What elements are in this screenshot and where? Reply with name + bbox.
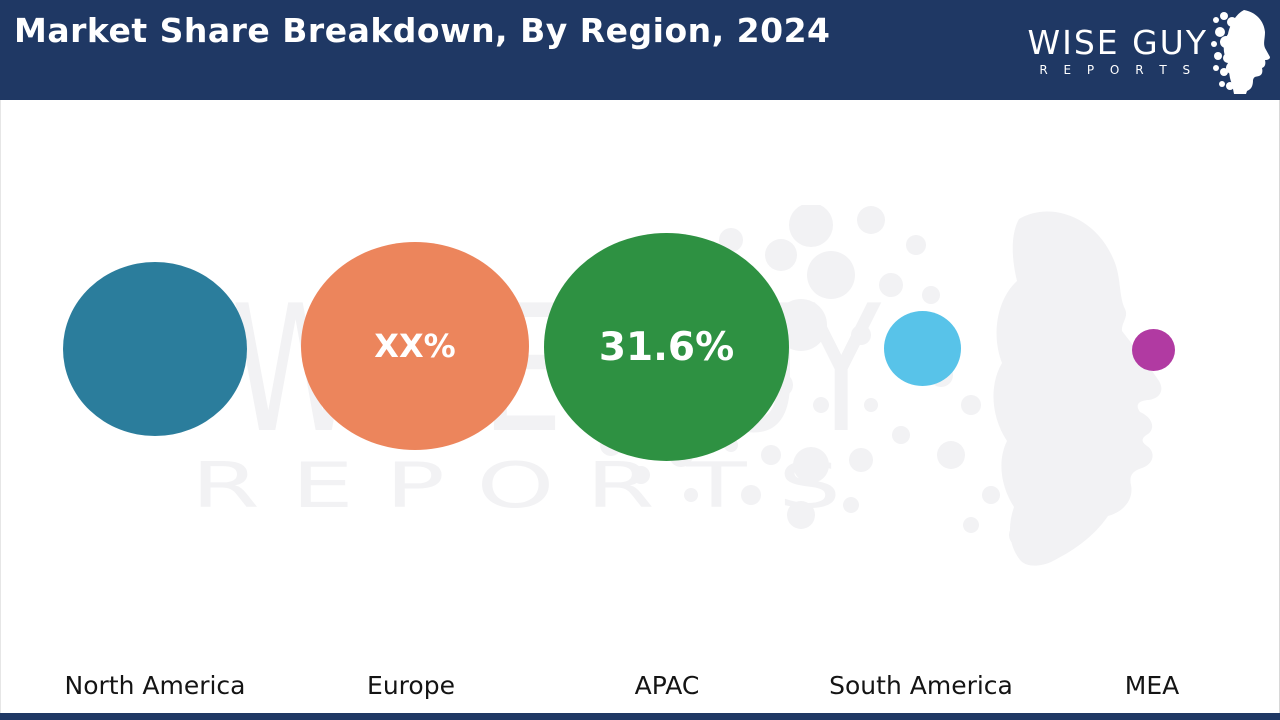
brand-tagline: R E P O R T S [1039, 63, 1197, 77]
bubble-apac: 31.6% [544, 233, 789, 461]
header-bar: Market Share Breakdown, By Region, 2024 … [0, 0, 1280, 100]
category-label-apac: APAC [634, 671, 700, 700]
svg-text:R E P O R T S: R E P O R T S [191, 449, 841, 522]
bubble-south-america [884, 311, 961, 386]
bubble-north-america [63, 262, 247, 436]
footer-bar [0, 713, 1280, 720]
category-label-south-america: South America [829, 671, 1013, 700]
wiseguy-logo-text: WISE GUY R E P O R T S [1027, 23, 1208, 77]
bubble-value-label: XX% [374, 327, 456, 365]
bubble-europe: XX% [301, 242, 529, 450]
brand-name: WISE GUY [1027, 23, 1208, 62]
bubble-value-label: 31.6% [598, 324, 735, 370]
bubble-mea [1132, 329, 1175, 371]
category-label-europe: Europe [367, 671, 455, 700]
category-label-mea: MEA [1124, 671, 1180, 700]
wiseguy-logo: WISE GUY R E P O R T S [1027, 4, 1272, 96]
page-title: Market Share Breakdown, By Region, 2024 [14, 11, 831, 50]
chart-area: WISE GUY R E P O R T S XX% [0, 100, 1280, 714]
category-label-north-america: North America [64, 671, 246, 700]
wiseguy-head-icon [1211, 10, 1270, 94]
